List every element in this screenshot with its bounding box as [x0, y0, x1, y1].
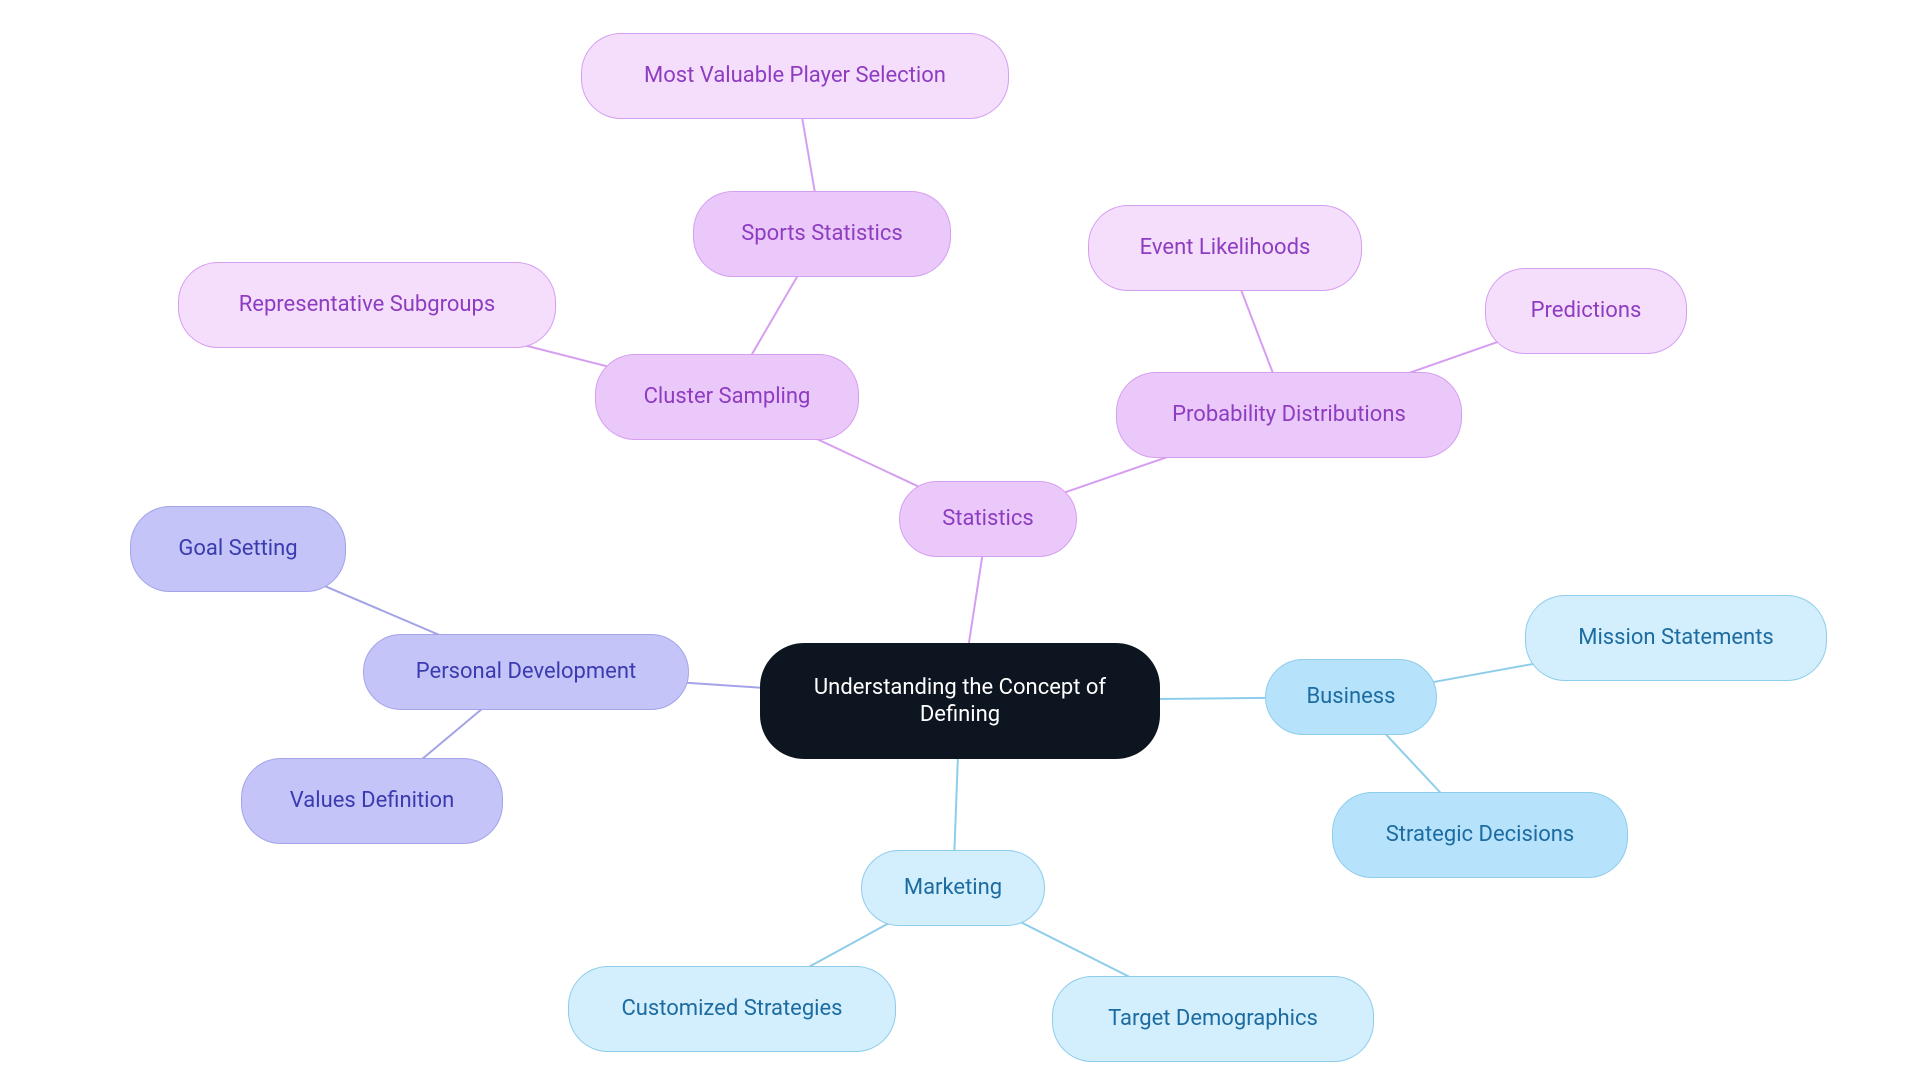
edge	[752, 276, 798, 355]
node-strategic[interactable]: Strategic Decisions	[1332, 792, 1628, 878]
edge	[969, 557, 982, 643]
edge	[803, 918, 898, 970]
node-label: Most Valuable Player Selection	[644, 62, 946, 90]
node-label: Business	[1306, 683, 1395, 711]
edge	[420, 709, 483, 761]
node-mvp[interactable]: Most Valuable Player Selection	[581, 33, 1009, 119]
node-label: Marketing	[904, 874, 1002, 902]
node-valuesdef[interactable]: Values Definition	[241, 758, 503, 844]
node-repsub[interactable]: Representative Subgroups	[178, 262, 556, 348]
node-label: Goal Setting	[178, 535, 297, 563]
node-business[interactable]: Business	[1265, 659, 1437, 735]
node-label: Probability Distributions	[1172, 401, 1406, 429]
mindmap-canvas: Understanding the Concept of Defining Sta…	[0, 0, 1920, 1083]
node-label: Cluster Sampling	[644, 383, 811, 411]
edge	[312, 580, 448, 638]
node-personal[interactable]: Personal Development	[363, 634, 689, 710]
node-marketing[interactable]: Marketing	[861, 850, 1045, 926]
edge	[954, 759, 957, 850]
edge	[1160, 698, 1265, 699]
node-predictions[interactable]: Predictions	[1485, 268, 1687, 354]
edge	[1384, 732, 1441, 793]
node-targetdemo[interactable]: Target Demographics	[1052, 976, 1374, 1062]
node-label: Representative Subgroups	[239, 291, 496, 319]
edge	[802, 432, 928, 491]
node-probdist[interactable]: Probability Distributions	[1116, 372, 1462, 458]
node-label: Understanding the Concept of Defining	[781, 674, 1139, 729]
node-label: Values Definition	[290, 787, 454, 815]
edge	[802, 119, 814, 191]
node-eventlik[interactable]: Event Likelihoods	[1088, 205, 1362, 291]
node-label: Sports Statistics	[741, 220, 903, 248]
node-label: Predictions	[1531, 297, 1642, 325]
node-label: Mission Statements	[1578, 624, 1774, 652]
edge	[1011, 917, 1137, 981]
edge	[1431, 661, 1549, 682]
node-label: Target Demographics	[1108, 1005, 1318, 1033]
edge	[1241, 291, 1272, 373]
node-cluster[interactable]: Cluster Sampling	[595, 354, 859, 440]
edge	[683, 682, 765, 688]
node-custom[interactable]: Customized Strategies	[568, 966, 896, 1052]
node-goalset[interactable]: Goal Setting	[130, 506, 346, 592]
node-label: Statistics	[942, 505, 1034, 533]
node-statistics[interactable]: Statistics	[899, 481, 1077, 557]
node-sports[interactable]: Sports Statistics	[693, 191, 951, 277]
node-label: Event Likelihoods	[1140, 234, 1311, 262]
node-label: Personal Development	[416, 658, 636, 686]
node-label: Strategic Decisions	[1386, 821, 1575, 849]
node-mission[interactable]: Mission Statements	[1525, 595, 1827, 681]
node-root[interactable]: Understanding the Concept of Defining	[760, 643, 1160, 759]
node-label: Customized Strategies	[621, 995, 842, 1023]
